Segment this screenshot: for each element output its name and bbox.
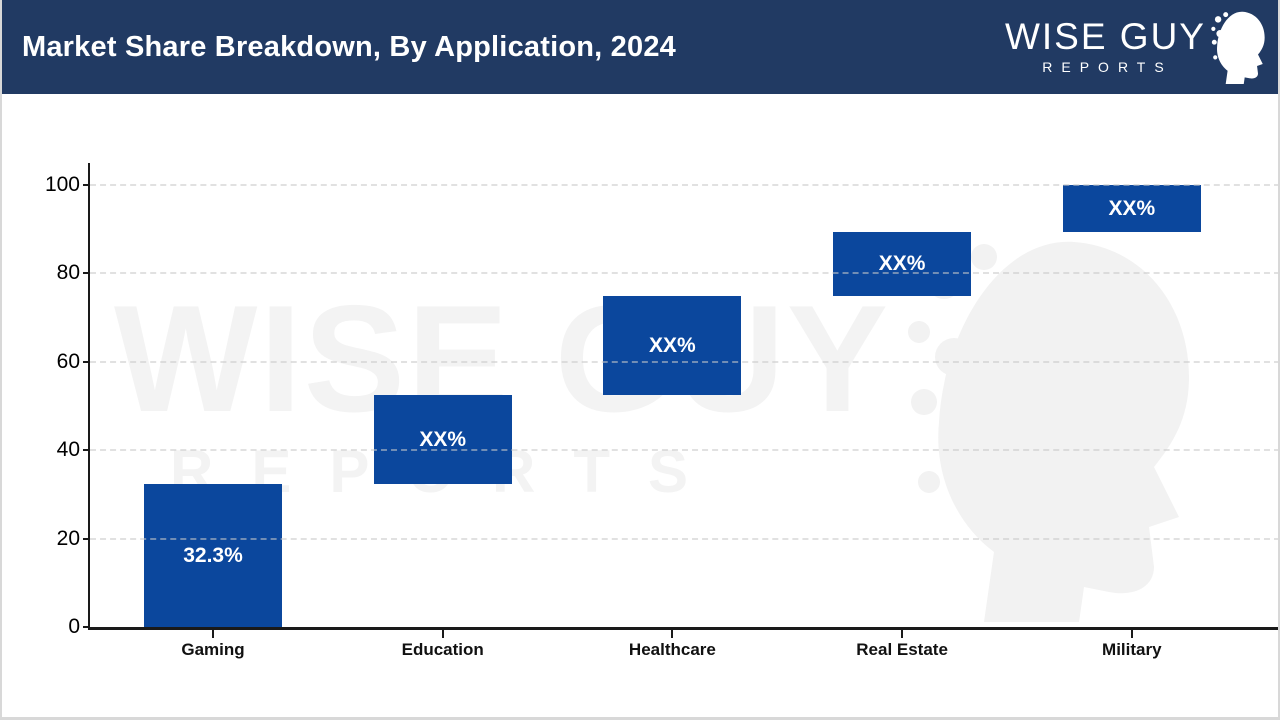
- chart-title: Market Share Breakdown, By Application, …: [22, 30, 676, 63]
- y-tick-mark: [83, 537, 90, 540]
- y-tick-mark: [83, 626, 90, 628]
- x-tick-mark: [441, 630, 444, 638]
- bar-real-estate: [833, 232, 972, 296]
- x-tick-label: Real Estate: [856, 640, 948, 659]
- bar-education: [373, 395, 512, 485]
- y-tick-mark: [83, 184, 90, 186]
- y-tick-label: 100: [44, 173, 80, 196]
- brand-logo-text: WISE GUY REPORTS: [1004, 16, 1206, 75]
- x-tick-label: Military: [1102, 640, 1162, 659]
- bar-value-label: XX%: [878, 252, 926, 276]
- bar-value-label: XX%: [419, 427, 467, 451]
- bar-value-label: XX%: [649, 333, 696, 357]
- y-tick-label: 0: [68, 615, 80, 638]
- x-tick-label: Education: [401, 640, 484, 659]
- bar-value-label: 32.3%: [183, 543, 243, 567]
- bar-healthcare: [603, 295, 742, 396]
- x-tick-mark: [212, 630, 214, 638]
- y-tick-label: 20: [56, 526, 80, 550]
- y-tick-label: 60: [56, 349, 80, 373]
- bar-value-label: XX%: [1108, 196, 1156, 220]
- y-tick-mark: [83, 360, 90, 363]
- bar-military: [1062, 185, 1201, 233]
- logo-subtext: REPORTS: [1042, 58, 1173, 75]
- logo-head-icon: [1211, 11, 1265, 84]
- x-tick-mark: [901, 630, 904, 638]
- bar-gaming: [144, 484, 282, 627]
- x-axis-line: [88, 627, 1278, 630]
- header-bar: Market Share Breakdown, By Application, …: [2, 0, 1278, 94]
- gridline-40: [90, 449, 1278, 452]
- y-tick-mark: [83, 449, 90, 452]
- gridline-60: [90, 360, 1278, 363]
- y-axis-line: [88, 163, 90, 630]
- watermark-head-icon: [908, 241, 1189, 622]
- gridline-80: [90, 272, 1278, 275]
- logo-wordmark: WISE GUY: [1004, 16, 1206, 58]
- x-tick-mark: [1130, 630, 1133, 638]
- y-tick-mark: [83, 272, 90, 275]
- y-tick-label: 80: [56, 261, 80, 285]
- gridline-20: [90, 537, 1278, 540]
- x-tick-label: Healthcare: [628, 640, 716, 659]
- x-tick-label: Gaming: [181, 640, 245, 659]
- y-tick-label: 40: [56, 438, 80, 462]
- brand-logo: WISE GUY REPORTS: [1005, 8, 1268, 84]
- gridline-100: [90, 184, 1278, 186]
- x-tick-mark: [671, 630, 674, 638]
